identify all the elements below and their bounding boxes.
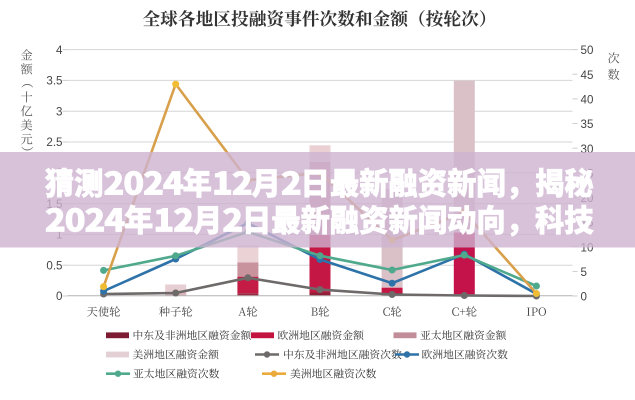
svg-text:2.5: 2.5 xyxy=(46,136,62,149)
svg-text:45: 45 xyxy=(581,69,594,82)
svg-text:4: 4 xyxy=(56,44,63,57)
svg-text:0.5: 0.5 xyxy=(46,259,62,272)
svg-text:40: 40 xyxy=(581,94,594,107)
svg-text:3.5: 3.5 xyxy=(46,75,62,88)
svg-text:0: 0 xyxy=(56,290,62,303)
svg-text:35: 35 xyxy=(581,118,594,131)
svg-text:0: 0 xyxy=(581,291,587,304)
svg-text:3: 3 xyxy=(56,105,62,118)
svg-text:5: 5 xyxy=(581,266,587,279)
svg-text:50: 50 xyxy=(581,44,594,57)
